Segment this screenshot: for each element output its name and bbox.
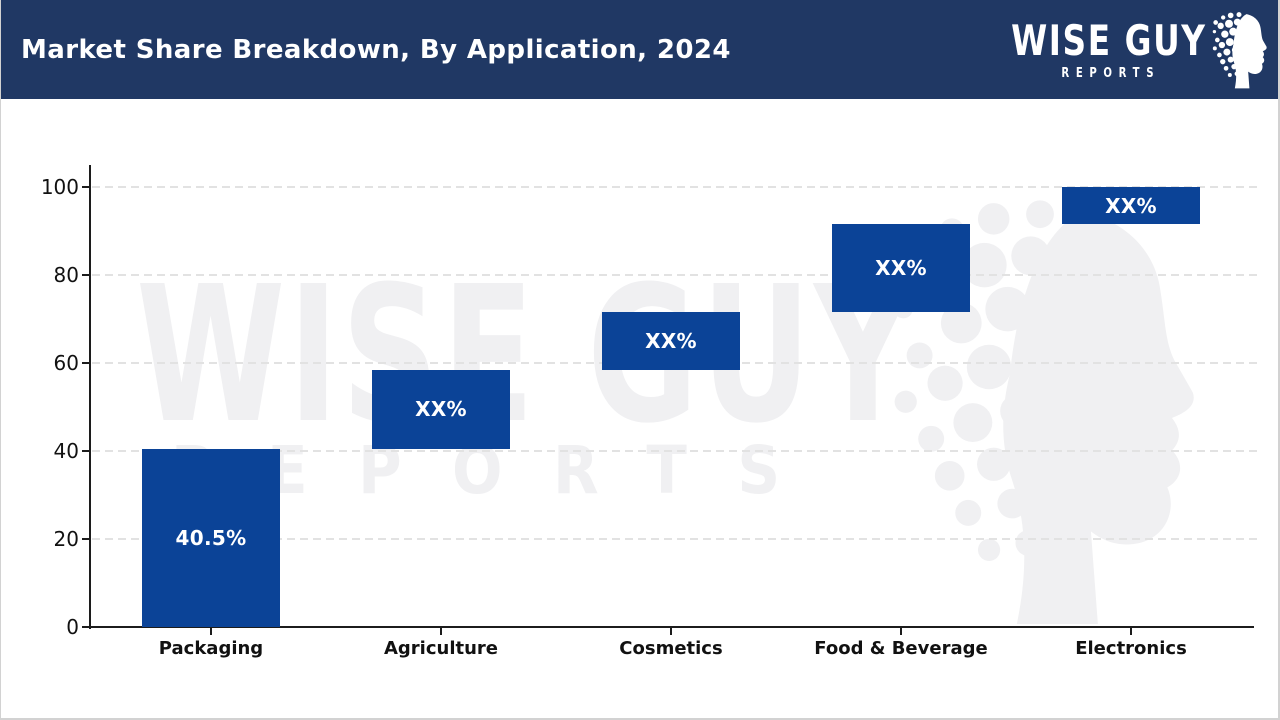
y-tick-mark	[82, 538, 90, 540]
bar: XX%	[372, 369, 510, 449]
y-tick-mark	[82, 274, 90, 276]
header-bar: Market Share Breakdown, By Application, …	[1, 0, 1278, 99]
page-title: Market Share Breakdown, By Application, …	[21, 34, 731, 65]
x-category-label: Packaging	[158, 638, 264, 659]
x-tick-mark	[1130, 628, 1132, 635]
x-axis-line	[89, 626, 1254, 628]
y-tick-label: 60	[53, 351, 79, 375]
x-category-label: Electronics	[1075, 638, 1187, 659]
logo-tagline: REPORTS	[1061, 65, 1161, 81]
bar-value-label: 40.5%	[175, 525, 247, 550]
y-tick-mark	[82, 450, 90, 452]
x-tick-mark	[670, 628, 672, 635]
y-axis-line	[89, 165, 91, 629]
bar-value-label: XX%	[415, 397, 467, 422]
bar-value-label: XX%	[875, 256, 927, 281]
y-tick-mark	[82, 362, 90, 364]
bar-value-label: XX%	[1105, 193, 1157, 218]
x-tick-mark	[440, 628, 442, 635]
x-category-label: Cosmetics	[619, 638, 723, 659]
y-tick-mark	[82, 186, 90, 188]
y-tick-mark	[82, 626, 90, 628]
logo-wordmark: WISE GUY	[1011, 15, 1207, 65]
y-tick-label: 40	[53, 439, 79, 463]
watermark-wordmark: WISE GUY	[136, 246, 915, 465]
y-tick-label: 100	[40, 175, 79, 199]
bar: 40.5%	[142, 448, 280, 627]
x-tick-mark	[900, 628, 902, 635]
y-tick-label: 80	[53, 263, 79, 287]
gridline	[92, 186, 1257, 188]
bar: XX%	[602, 312, 740, 370]
gridline	[92, 274, 1257, 276]
bar: XX%	[832, 224, 970, 313]
wiseguy-logo: WISE GUY REPORTS	[956, 6, 1269, 94]
bar: XX%	[1062, 187, 1200, 225]
x-tick-mark	[210, 628, 212, 635]
gridline	[92, 538, 1257, 540]
x-category-label: Food & Beverage	[814, 638, 988, 659]
y-tick-label: 20	[53, 527, 79, 551]
x-category-label: Agriculture	[383, 638, 499, 659]
logo-text: WISE GUY REPORTS	[1011, 15, 1207, 81]
bar-value-label: XX%	[645, 328, 697, 353]
y-tick-label: 0	[66, 615, 79, 639]
gridline	[92, 450, 1257, 452]
